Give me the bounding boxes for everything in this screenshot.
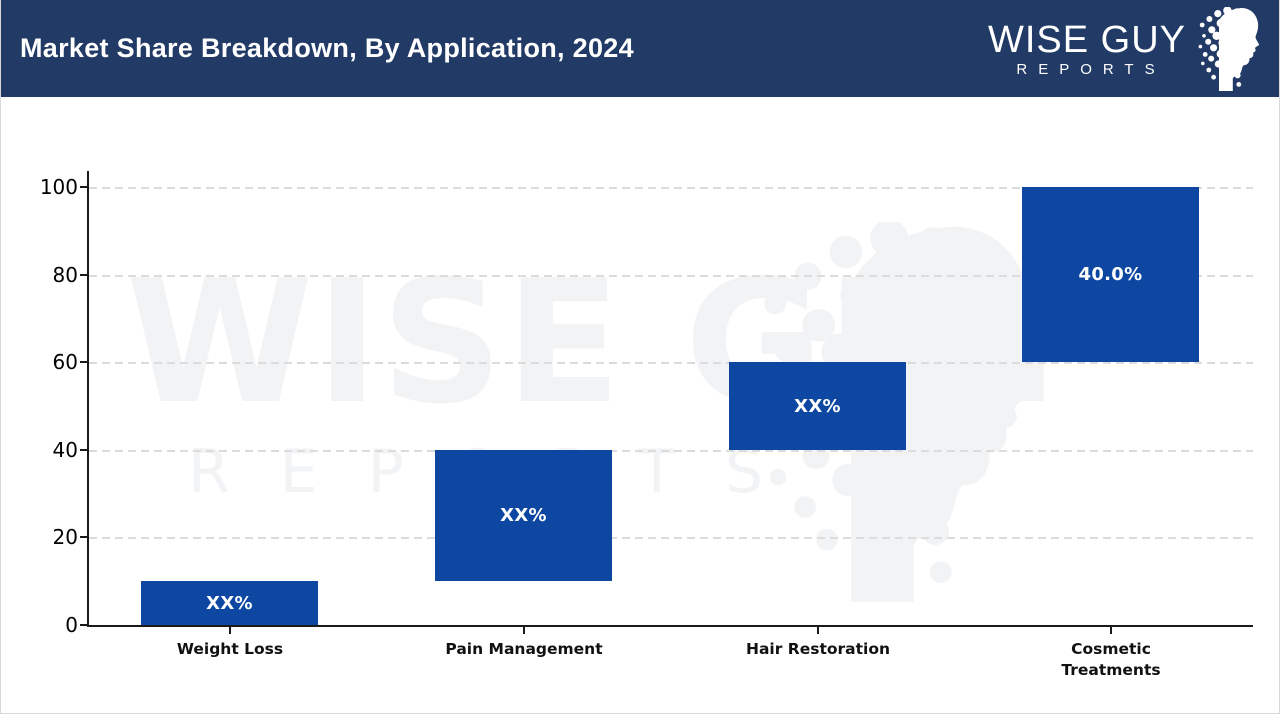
logo-brand-name: WISE GUY <box>987 18 1186 61</box>
bar-value-label: XX% <box>794 395 841 417</box>
logo-brand-subtitle: REPORTS <box>1016 60 1166 78</box>
wise-guy-reports-logo: WISE GUY REPORTS <box>988 6 1266 91</box>
category-label-hair-restoration: Hair Restoration <box>745 640 891 658</box>
xtick-mark <box>229 627 231 634</box>
ytick-label-100: 100 <box>39 175 78 199</box>
ytick-mark <box>80 449 88 451</box>
face-profile-logo-icon <box>1198 6 1260 91</box>
gridline-20 <box>89 537 1253 539</box>
xtick-mark <box>1110 627 1112 634</box>
category-label-cosmetic-treatments: Cosmetic Treatments <box>1061 640 1161 679</box>
ytick-label-60: 60 <box>52 350 78 374</box>
bar-value-label: XX% <box>500 505 547 526</box>
gridline-80 <box>89 275 1253 277</box>
bar-pain-management: XX% <box>435 450 612 581</box>
xtick-mark <box>523 627 525 634</box>
bar-weight-loss: XX% <box>141 581 318 625</box>
chart-title: Market Share Breakdown, By Application, … <box>20 33 634 63</box>
y-axis-line <box>87 171 89 627</box>
bar-value-label: XX% <box>206 592 253 614</box>
ytick-label-20: 20 <box>52 525 78 549</box>
x-axis-line <box>87 625 1253 627</box>
ytick-label-0: 0 <box>65 613 78 637</box>
bar-cosmetic-treatments: 40.0% <box>1022 187 1199 362</box>
gridline-40 <box>89 450 1253 452</box>
category-label-pain-management: Pain Management <box>445 640 603 658</box>
xtick-mark <box>817 627 819 634</box>
ytick-mark <box>80 624 88 626</box>
ytick-label-40: 40 <box>52 438 78 462</box>
gridline-60 <box>89 362 1253 364</box>
gridline-100 <box>89 187 1253 189</box>
ytick-mark <box>80 186 88 188</box>
header: Market Share Breakdown, By Application, … <box>0 0 1280 97</box>
bar-hair-restoration: XX% <box>729 362 906 450</box>
ytick-mark <box>80 536 88 538</box>
bar-value-label: 40.0% <box>1078 264 1143 285</box>
ytick-mark <box>80 274 88 276</box>
category-label-weight-loss: Weight Loss <box>176 640 284 658</box>
ytick-mark <box>80 361 88 363</box>
logo-text: WISE GUY REPORTS <box>988 21 1186 77</box>
ytick-label-80: 80 <box>52 263 78 287</box>
